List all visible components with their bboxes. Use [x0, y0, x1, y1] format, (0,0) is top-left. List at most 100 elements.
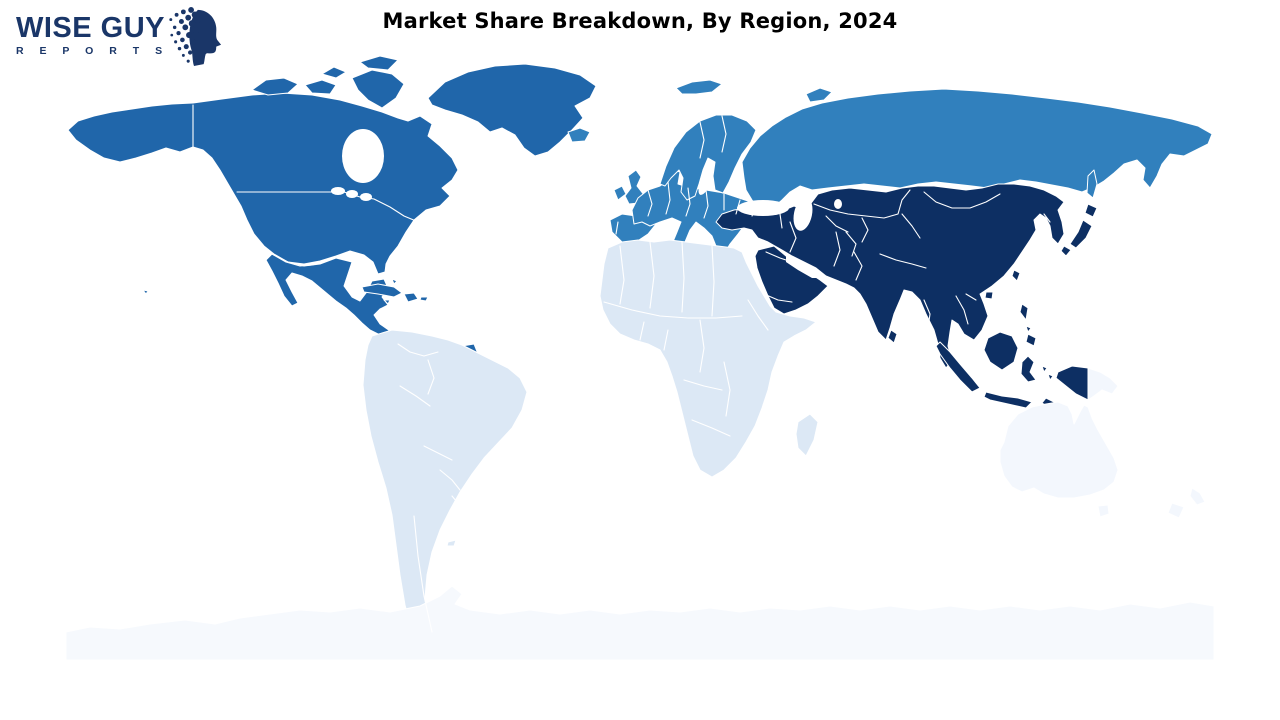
hainan: [984, 291, 994, 300]
border-africa-9: [691, 419, 731, 437]
puerto-rico: [419, 296, 429, 302]
border-africa-5: [639, 321, 645, 341]
region-north-america: [67, 55, 597, 361]
great-lake-west: [331, 187, 345, 195]
region-south-america: [362, 329, 528, 661]
border-africa-11: [683, 379, 723, 391]
border-vietnam-laos: [955, 295, 969, 325]
border-saudi-yemen-oman: [763, 293, 793, 303]
arctic-island-victoria: [304, 79, 337, 95]
region-europe-russia: [567, 79, 1213, 261]
border-china-india: [879, 253, 927, 269]
border-portugal-spain: [615, 221, 619, 235]
aral-sea: [834, 199, 842, 209]
antarctica: [65, 585, 1215, 661]
hawaii: [142, 289, 149, 295]
arctic-island-small: [321, 66, 347, 79]
novaya-zemlya: [805, 87, 833, 103]
country-border-lines: [192, 104, 1051, 633]
border-europe-7: [751, 205, 757, 217]
border-saudi-iraq: [765, 251, 793, 263]
black-sea: [737, 200, 789, 216]
australia: [999, 401, 1119, 499]
philippines-visayas: [1025, 325, 1032, 333]
baltic-sea: [698, 169, 714, 195]
arctic-island-baffin: [351, 69, 405, 109]
tasmania: [1097, 504, 1110, 518]
border-korea: [1043, 213, 1051, 223]
hudson-bay: [342, 129, 384, 183]
great-lake-east: [360, 193, 372, 201]
border-europe-6: [735, 199, 741, 215]
border-uruguay: [451, 495, 463, 509]
new-zealand-south: [1167, 502, 1185, 519]
border-norway-sweden: [699, 121, 705, 159]
border-europe-2: [665, 181, 671, 215]
border-europe-4: [703, 189, 709, 219]
border-iran-west: [789, 221, 797, 253]
ireland: [613, 185, 627, 201]
border-iran-east: [833, 231, 841, 267]
taiwan: [1011, 269, 1021, 282]
logo-head-shape: [168, 7, 221, 66]
canada-usa-alaska: [67, 92, 459, 275]
logo-head-icon: [168, 7, 221, 66]
border-southamerica-2: [427, 359, 435, 395]
sakhalin: [1086, 169, 1098, 199]
logo-wordmark-line2: R E P O R T S: [16, 45, 169, 57]
water-overlays: [331, 129, 842, 278]
hispaniola: [403, 292, 419, 303]
region-asia-pacific: [715, 183, 1098, 410]
sulawesi: [1020, 355, 1037, 383]
logo-face-silhouette: [188, 9, 221, 66]
border-chile-argentina: [413, 515, 433, 633]
arctic-island-ellesmere: [359, 55, 399, 71]
border-africa-10: [747, 299, 769, 331]
sumatra: [935, 341, 981, 393]
border-usa-mexico: [271, 253, 321, 267]
border-southamerica-1: [397, 343, 439, 357]
border-africa-1: [619, 245, 625, 305]
border-kazakhstan-south: [813, 189, 911, 219]
border-china-vietnam: [965, 293, 977, 301]
border-usa-canada: [236, 191, 417, 222]
philippines-mindanao: [1025, 333, 1037, 347]
logo: WISE GUY R E P O R T S: [16, 6, 223, 68]
border-myanmar-thailand: [923, 299, 931, 329]
falkland-islands: [446, 539, 457, 547]
region-oceania: [999, 367, 1206, 519]
south-america: [362, 329, 528, 661]
greenland: [427, 63, 597, 157]
logo-wordmark: WISE GUY R E P O R T S: [16, 6, 169, 58]
svalbard: [675, 79, 723, 95]
border-africa-3: [681, 241, 685, 313]
philippines-luzon: [1019, 303, 1029, 321]
border-central-asia-2: [861, 217, 869, 243]
border-africa-6: [663, 329, 669, 351]
jamaica: [383, 299, 391, 305]
africa: [599, 239, 817, 478]
logo-wordmark-line1: WISE GUY: [16, 12, 166, 44]
border-africa-2: [649, 241, 655, 309]
border-africa-sahel: [603, 301, 743, 319]
iceland: [567, 127, 591, 143]
arctic-island-banks: [251, 77, 299, 96]
java: [983, 391, 1033, 409]
border-africa-4: [711, 245, 715, 317]
japan-honshu: [1069, 219, 1093, 249]
border-southamerica-3: [399, 385, 431, 407]
border-europe-3: [685, 187, 691, 217]
border-southamerica-5: [439, 469, 461, 491]
papua-new-guinea: [1087, 367, 1119, 401]
border-africa-7: [699, 319, 705, 373]
west-papua: [1055, 365, 1089, 401]
sri-lanka: [887, 329, 898, 344]
border-mongolia: [923, 191, 1001, 209]
moluccas: [1041, 365, 1054, 381]
caspian-sea: [793, 197, 813, 231]
new-zealand-north: [1189, 487, 1206, 506]
persian-gulf: [786, 254, 822, 278]
bahamas: [391, 278, 398, 285]
scandinavia: [659, 114, 757, 201]
